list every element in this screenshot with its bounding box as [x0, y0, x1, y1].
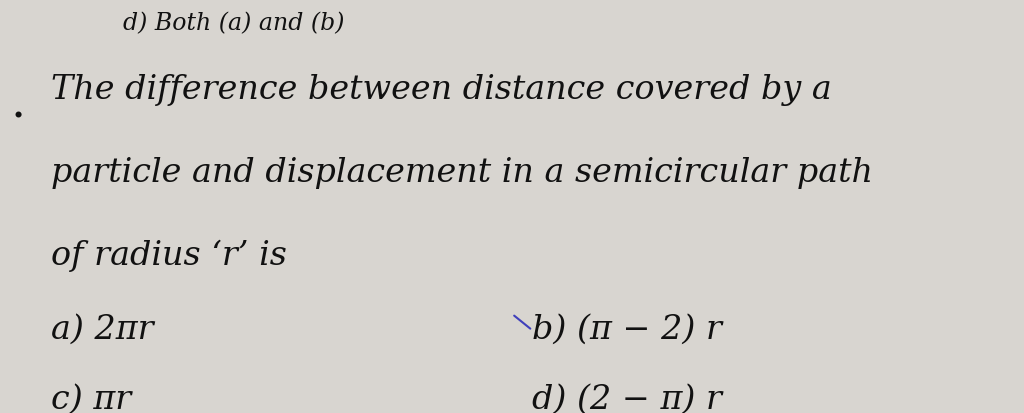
Text: a) 2πr: a) 2πr	[51, 314, 154, 346]
Text: The difference between distance covered by a: The difference between distance covered …	[51, 74, 831, 106]
Text: c) πr: c) πr	[51, 384, 131, 413]
Text: d) Both (a) and (b): d) Both (a) and (b)	[123, 12, 344, 36]
Text: d) (2 − π) r: d) (2 − π) r	[532, 384, 723, 413]
Text: .: .	[10, 83, 26, 128]
Text: of radius ‘r’ is: of radius ‘r’ is	[51, 240, 287, 272]
Text: b) (π − 2) r: b) (π − 2) r	[532, 314, 723, 346]
Text: particle and displacement in a semicircular path: particle and displacement in a semicircu…	[51, 157, 873, 189]
